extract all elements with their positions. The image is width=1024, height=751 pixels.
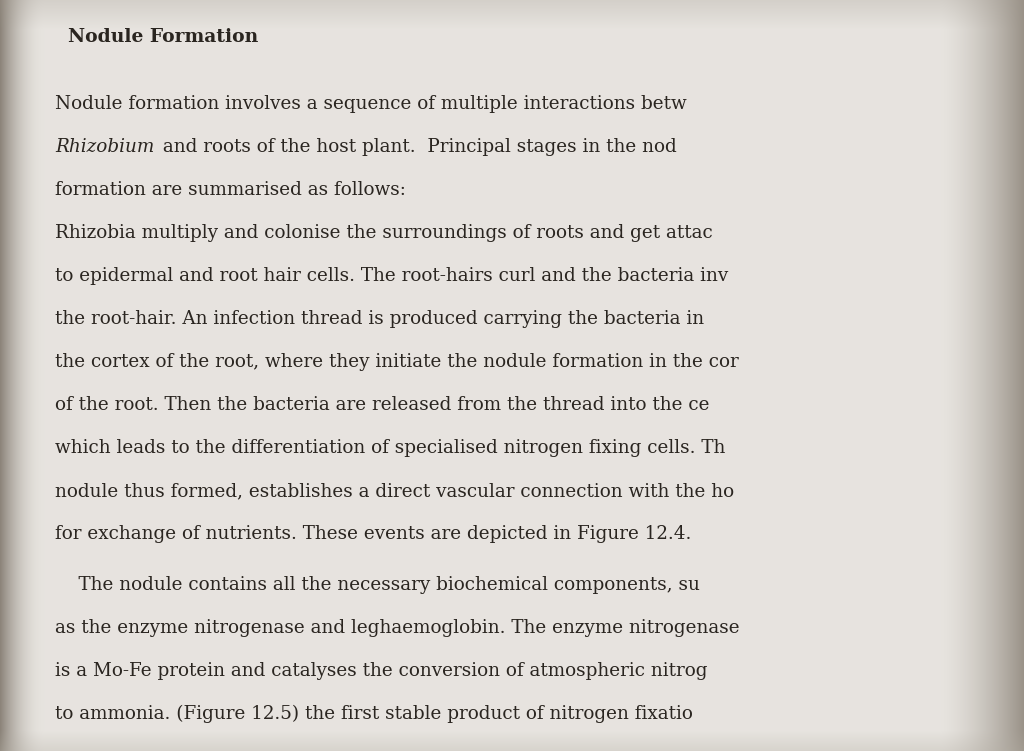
Text: as the enzyme nitrogenase and leghaemoglobin. The enzyme nitrogenase: as the enzyme nitrogenase and leghaemogl…: [55, 619, 739, 637]
Text: of the root. Then the bacteria are released from the thread into the ce: of the root. Then the bacteria are relea…: [55, 396, 710, 414]
Text: which leads to the differentiation of specialised nitrogen fixing cells. Th: which leads to the differentiation of sp…: [55, 439, 725, 457]
Text: the root-hair. An infection thread is produced carrying the bacteria in: the root-hair. An infection thread is pr…: [55, 310, 705, 328]
Text: formation are summarised as follows:: formation are summarised as follows:: [55, 181, 406, 199]
Text: nodule thus formed, establishes a direct vascular connection with the ho: nodule thus formed, establishes a direct…: [55, 482, 734, 500]
Text: to ammonia. (Figure 12.5) the first stable product of nitrogen fixatio: to ammonia. (Figure 12.5) the first stab…: [55, 705, 693, 723]
Text: The nodule contains all the necessary biochemical components, su: The nodule contains all the necessary bi…: [55, 576, 699, 594]
Text: to epidermal and root hair cells. The root-hairs curl and the bacteria inv: to epidermal and root hair cells. The ro…: [55, 267, 728, 285]
Text: Rhizobium: Rhizobium: [55, 138, 155, 156]
Text: is a Mo-Fe protein and catalyses the conversion of atmospheric nitrog: is a Mo-Fe protein and catalyses the con…: [55, 662, 708, 680]
Text: and roots of the host plant.  Principal stages in the nod: and roots of the host plant. Principal s…: [158, 138, 677, 156]
Text: Nodule formation involves a sequence of multiple interactions betw: Nodule formation involves a sequence of …: [55, 95, 687, 113]
Text: for exchange of nutrients. These events are depicted in Figure 12.4.: for exchange of nutrients. These events …: [55, 525, 691, 543]
Text: Nodule Formation: Nodule Formation: [68, 28, 258, 46]
Text: the cortex of the root, where they initiate the nodule formation in the cor: the cortex of the root, where they initi…: [55, 353, 738, 371]
Text: Rhizobia multiply and colonise the surroundings of roots and get attac: Rhizobia multiply and colonise the surro…: [55, 224, 713, 242]
